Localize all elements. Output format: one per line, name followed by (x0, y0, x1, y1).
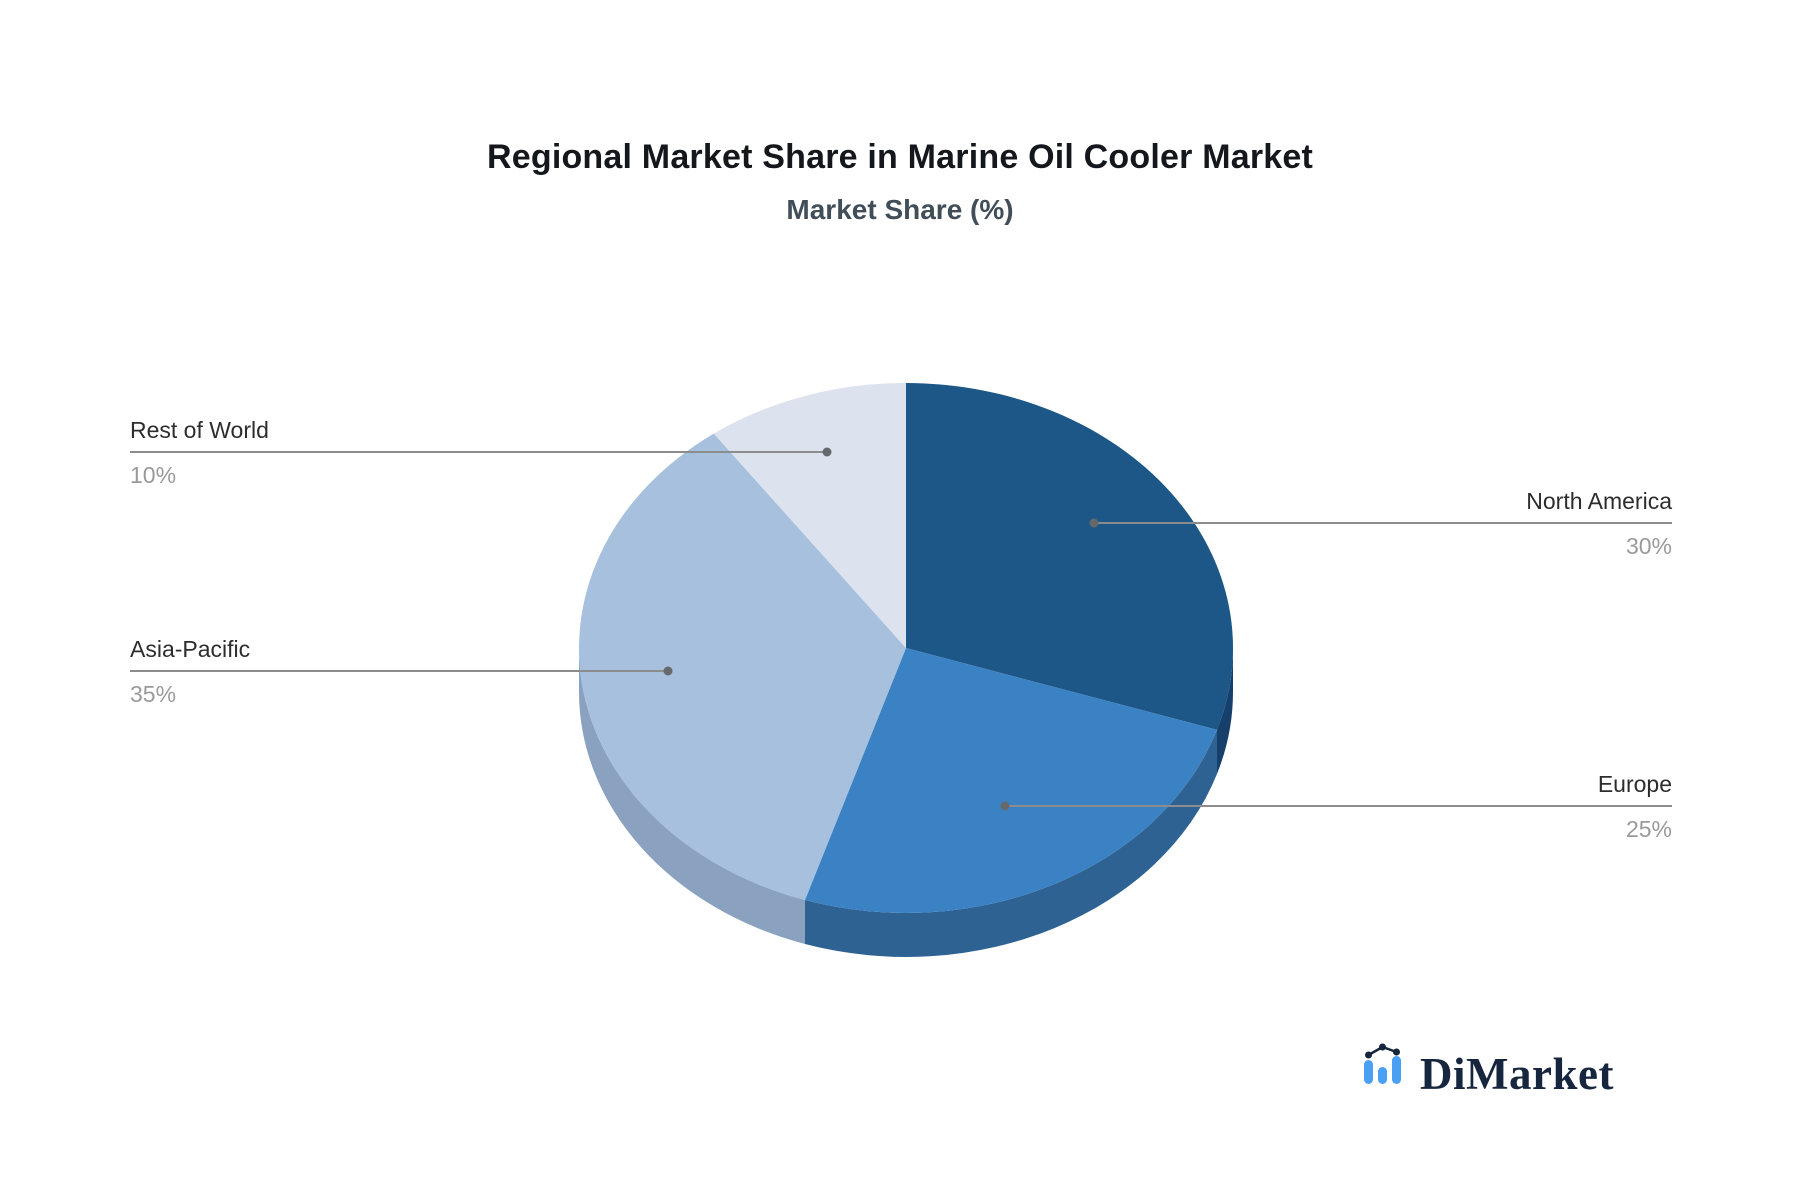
slice-value-rest-of-world: 10% (130, 462, 177, 488)
leader-dot-rest-of-world (822, 447, 832, 457)
slice-label-rest-of-world: Rest of World (130, 417, 269, 443)
bar-chart-icon (1364, 1043, 1401, 1084)
pie-slice-europe[interactable] (805, 648, 1217, 913)
leader-dot-asia-pacific (663, 666, 673, 676)
pie-slice-wall-asia-pacific (579, 648, 805, 944)
leader-dot-north-america (1089, 518, 1099, 528)
slice-value-europe: 25% (1625, 816, 1672, 842)
slice-label-north-america: North America (1526, 488, 1672, 514)
pie-slice-rest-of-world[interactable] (713, 383, 906, 648)
pie-slice-wall-north-america (1217, 648, 1233, 774)
leader-dot-europe (1000, 801, 1010, 811)
slice-value-asia-pacific: 35% (130, 681, 177, 707)
pie-slice-north-america[interactable] (906, 383, 1234, 730)
dimarket-logo: DiMarket (1362, 1042, 1613, 1099)
pie-slice-asia-pacific[interactable] (579, 433, 906, 900)
pie-slice-wall-europe (805, 729, 1217, 957)
slice-label-europe: Europe (1597, 771, 1672, 797)
chart-title: Regional Market Share in Marine Oil Cool… (486, 138, 1314, 176)
slice-label-asia-pacific: Asia-Pacific (130, 636, 251, 662)
chart-subtitle: Market Share (%) (786, 194, 1014, 225)
logo-text: DiMarket (1420, 1049, 1614, 1099)
slice-value-north-america: 30% (1625, 533, 1672, 559)
